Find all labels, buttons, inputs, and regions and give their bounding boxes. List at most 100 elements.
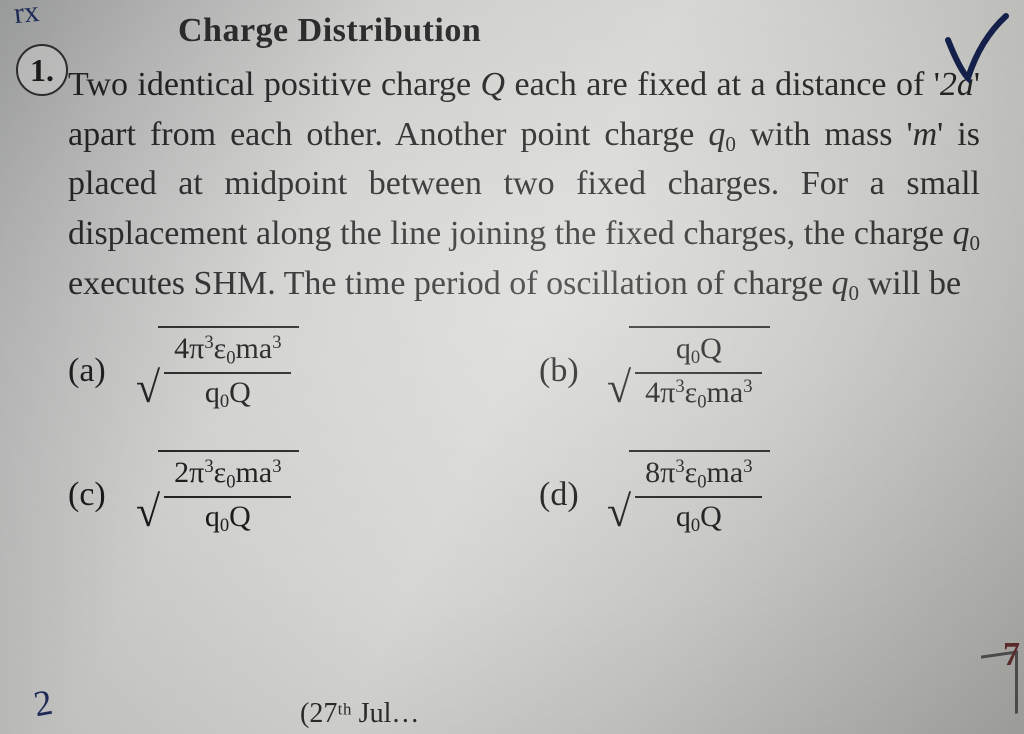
qt-p1: Two identical positive charge — [68, 66, 481, 103]
a-q: q — [205, 376, 220, 409]
d-a: a — [730, 456, 743, 489]
d-q: q — [676, 500, 691, 533]
option-b-expr: √ q0Q 4π3ε0ma3 — [607, 326, 770, 416]
a-Q2: Q — [229, 376, 251, 409]
bottom-cut-text: (27ᵗʰ Jul… — [300, 698, 419, 730]
handwritten-mark-top: rx — [12, 0, 40, 31]
b-m: m — [707, 376, 730, 409]
qt-q0b: q — [952, 215, 969, 252]
option-c-num: 2π3ε0ma3 — [164, 458, 291, 498]
c-Q2: Q — [229, 500, 251, 533]
qt-p7: will be — [859, 265, 961, 302]
qt-q0a-sub: 0 — [725, 132, 736, 156]
a-epssub: 0 — [226, 348, 235, 369]
qt-q0b-sub: 0 — [969, 231, 980, 255]
option-a-frac: 4π3ε0ma3 q0Q — [164, 334, 291, 412]
c-qsub: 0 — [220, 515, 229, 536]
option-a-den: q0Q — [164, 374, 291, 412]
option-a: (a) √ 4π3ε0ma3 q0Q — [68, 326, 509, 416]
option-d-expr: √ 8π3ε0ma3 q0Q — [607, 450, 770, 540]
d-apow: 3 — [743, 456, 752, 477]
d-Q2: Q — [700, 500, 722, 533]
option-c-den: q0Q — [164, 498, 291, 536]
option-d-frac: 8π3ε0ma3 q0Q — [635, 458, 762, 536]
b-coef: 4 — [645, 376, 660, 409]
option-b: (b) √ q0Q 4π3ε0ma3 — [539, 326, 980, 416]
qt-p4: with mass ' — [736, 116, 913, 153]
question-text: Two identical positive charge Q each are… — [68, 60, 980, 308]
option-d-den: q0Q — [635, 498, 762, 536]
a-apow: 3 — [272, 332, 281, 353]
option-a-radicand: 4π3ε0ma3 q0Q — [158, 326, 299, 416]
b-a: a — [730, 376, 743, 409]
b-eps: ε — [685, 376, 698, 409]
b-epssub: 0 — [697, 391, 706, 412]
c-eps: ε — [214, 456, 227, 489]
option-d-radicand: 8π3ε0ma3 q0Q — [629, 450, 770, 540]
qt-q0c: q — [832, 265, 849, 302]
option-c: (c) √ 2π3ε0ma3 q0Q — [68, 450, 509, 540]
qt-Q: Q — [481, 66, 506, 103]
b-apow: 3 — [743, 376, 752, 397]
option-d-num: 8π3ε0ma3 — [635, 458, 762, 498]
b-pi: π — [660, 376, 675, 409]
a-eps: ε — [214, 332, 227, 365]
b-q: q — [676, 332, 691, 365]
c-coef: 2 — [174, 456, 189, 489]
option-d: (d) √ 8π3ε0ma3 q0Q — [539, 450, 980, 540]
a-a: a — [259, 332, 272, 365]
c-apow: 3 — [272, 456, 281, 477]
option-c-label: (c) — [68, 476, 122, 514]
option-b-label: (b) — [539, 352, 593, 390]
c-pipow: 3 — [204, 456, 213, 477]
d-coef: 8 — [645, 456, 660, 489]
option-a-label: (a) — [68, 352, 122, 390]
partial-header: Charge Distribution — [178, 12, 980, 50]
c-q: q — [205, 500, 220, 533]
options-grid: (a) √ 4π3ε0ma3 q0Q (b) — [68, 326, 980, 540]
b-qsub: 0 — [691, 347, 700, 368]
a-m: m — [236, 332, 259, 365]
qt-p2: each are fixed at a distance of ' — [505, 66, 940, 103]
option-c-radicand: 2π3ε0ma3 q0Q — [158, 450, 299, 540]
question-number: 1. — [30, 52, 54, 89]
qt-q0c-sub: 0 — [849, 280, 860, 304]
c-pi: π — [189, 456, 204, 489]
b-pipow: 3 — [675, 376, 684, 397]
d-pi: π — [660, 456, 675, 489]
a-coef: 4 — [174, 332, 189, 365]
a-pipow: 3 — [204, 332, 213, 353]
radical-icon: √ — [607, 450, 631, 540]
option-b-radicand: q0Q 4π3ε0ma3 — [629, 326, 770, 416]
d-pipow: 3 — [675, 456, 684, 477]
radical-icon: √ — [607, 326, 631, 416]
checkmark-icon — [940, 10, 1010, 90]
qt-p6: executes SHM. The time period of oscilla… — [68, 265, 832, 302]
handwritten-mark-bottom: 2 — [30, 681, 55, 725]
c-epssub: 0 — [226, 471, 235, 492]
d-m: m — [707, 456, 730, 489]
d-epssub: 0 — [697, 471, 706, 492]
option-c-frac: 2π3ε0ma3 q0Q — [164, 458, 291, 536]
radical-icon: √ — [136, 450, 160, 540]
a-qsub: 0 — [220, 391, 229, 412]
b-Q: Q — [700, 332, 722, 365]
d-qsub: 0 — [691, 515, 700, 536]
question-number-circle: 1. — [16, 44, 68, 96]
a-pi: π — [189, 332, 204, 365]
c-m: m — [236, 456, 259, 489]
option-b-den: 4π3ε0ma3 — [635, 374, 762, 412]
option-d-label: (d) — [539, 476, 593, 514]
page: rx Charge Distribution 1. Two identical … — [0, 0, 1024, 734]
qt-m: m — [913, 116, 938, 153]
qt-q0a: q — [708, 116, 725, 153]
c-a: a — [259, 456, 272, 489]
right-margin-number: 7 — [1003, 636, 1020, 674]
d-eps: ε — [685, 456, 698, 489]
option-a-expr: √ 4π3ε0ma3 q0Q — [136, 326, 299, 416]
radical-icon: √ — [136, 326, 160, 416]
option-c-expr: √ 2π3ε0ma3 q0Q — [136, 450, 299, 540]
option-a-num: 4π3ε0ma3 — [164, 334, 291, 374]
option-b-frac: q0Q 4π3ε0ma3 — [635, 334, 762, 412]
option-b-num: q0Q — [635, 334, 762, 374]
